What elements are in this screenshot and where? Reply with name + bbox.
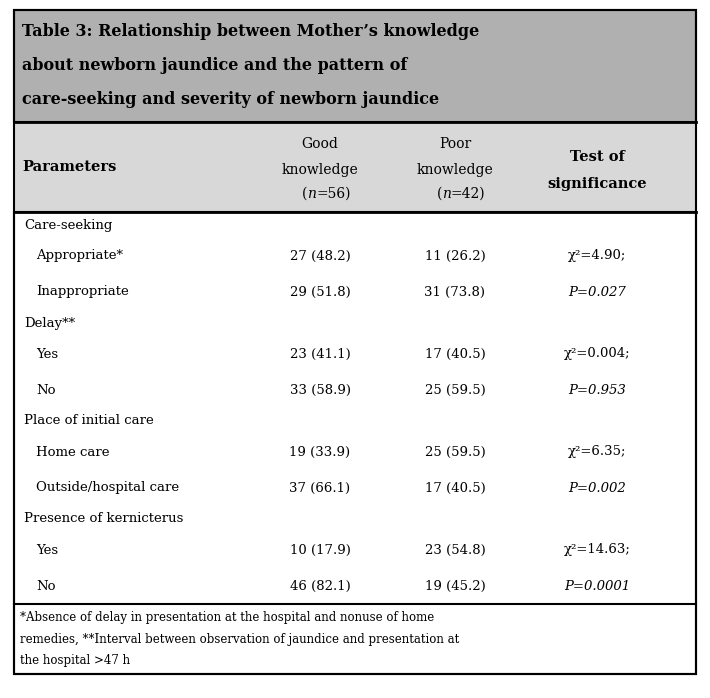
Text: χ²=4.90;: χ²=4.90; xyxy=(568,249,626,262)
Text: Inappropriate: Inappropriate xyxy=(36,285,129,299)
Text: χ²=0.004;: χ²=0.004; xyxy=(564,348,630,360)
Text: Poor: Poor xyxy=(439,137,471,151)
Text: =42): =42) xyxy=(451,187,486,201)
Text: 17 (40.5): 17 (40.5) xyxy=(425,482,486,494)
Text: Test of: Test of xyxy=(569,150,624,164)
Text: Care-seeking: Care-seeking xyxy=(24,218,112,232)
Text: 23 (41.1): 23 (41.1) xyxy=(290,348,350,360)
Text: Yes: Yes xyxy=(36,348,58,360)
Text: *Absence of delay in presentation at the hospital and nonuse of home: *Absence of delay in presentation at the… xyxy=(20,611,435,624)
Text: 25 (59.5): 25 (59.5) xyxy=(425,383,486,396)
Text: knowledge: knowledge xyxy=(282,163,359,177)
Text: 23 (54.8): 23 (54.8) xyxy=(425,544,486,556)
Text: 46 (82.1): 46 (82.1) xyxy=(290,579,350,593)
Text: χ²=14.63;: χ²=14.63; xyxy=(564,544,630,556)
Text: =56): =56) xyxy=(316,187,351,201)
Text: 37 (66.1): 37 (66.1) xyxy=(290,482,351,494)
Text: P=0.002: P=0.002 xyxy=(568,482,626,494)
Text: n: n xyxy=(442,187,451,201)
Bar xyxy=(14,122,696,212)
Text: (: ( xyxy=(302,187,307,201)
Text: about newborn jaundice and the pattern of: about newborn jaundice and the pattern o… xyxy=(22,57,408,75)
Text: 10 (17.9): 10 (17.9) xyxy=(290,544,351,556)
Text: Appropriate*: Appropriate* xyxy=(36,249,123,262)
Text: remedies, **Interval between observation of jaundice and presentation at: remedies, **Interval between observation… xyxy=(20,632,459,646)
Text: the hospital >47 h: the hospital >47 h xyxy=(20,654,130,667)
Text: significance: significance xyxy=(547,177,647,191)
Text: 19 (45.2): 19 (45.2) xyxy=(425,579,486,593)
Text: 19 (33.9): 19 (33.9) xyxy=(290,445,351,459)
Text: n: n xyxy=(307,187,316,201)
Text: No: No xyxy=(36,383,55,396)
Text: Outside/hospital care: Outside/hospital care xyxy=(36,482,179,494)
Text: knowledge: knowledge xyxy=(417,163,493,177)
Text: Place of initial care: Place of initial care xyxy=(24,415,154,427)
Text: Parameters: Parameters xyxy=(22,160,116,174)
Text: 17 (40.5): 17 (40.5) xyxy=(425,348,486,360)
Text: Table 3: Relationship between Mother’s knowledge: Table 3: Relationship between Mother’s k… xyxy=(22,24,479,40)
Text: 29 (51.8): 29 (51.8) xyxy=(290,285,350,299)
Text: 25 (59.5): 25 (59.5) xyxy=(425,445,486,459)
Text: Delay**: Delay** xyxy=(24,316,75,329)
Text: Yes: Yes xyxy=(36,544,58,556)
Text: 11 (26.2): 11 (26.2) xyxy=(425,249,486,262)
Text: Home care: Home care xyxy=(36,445,109,459)
Text: 27 (48.2): 27 (48.2) xyxy=(290,249,350,262)
Bar xyxy=(14,10,696,122)
Text: (: ( xyxy=(437,187,442,201)
Text: χ²=6.35;: χ²=6.35; xyxy=(568,445,626,459)
Text: P=0.0001: P=0.0001 xyxy=(564,579,630,593)
Text: P=0.027: P=0.027 xyxy=(568,285,626,299)
Text: 33 (58.9): 33 (58.9) xyxy=(290,383,351,396)
Text: Good: Good xyxy=(302,137,339,151)
Text: Presence of kernicterus: Presence of kernicterus xyxy=(24,512,183,526)
Text: No: No xyxy=(36,579,55,593)
Text: care-seeking and severity of newborn jaundice: care-seeking and severity of newborn jau… xyxy=(22,91,439,108)
Bar xyxy=(14,212,696,674)
Text: 31 (73.8): 31 (73.8) xyxy=(425,285,486,299)
Text: P=0.953: P=0.953 xyxy=(568,383,626,396)
